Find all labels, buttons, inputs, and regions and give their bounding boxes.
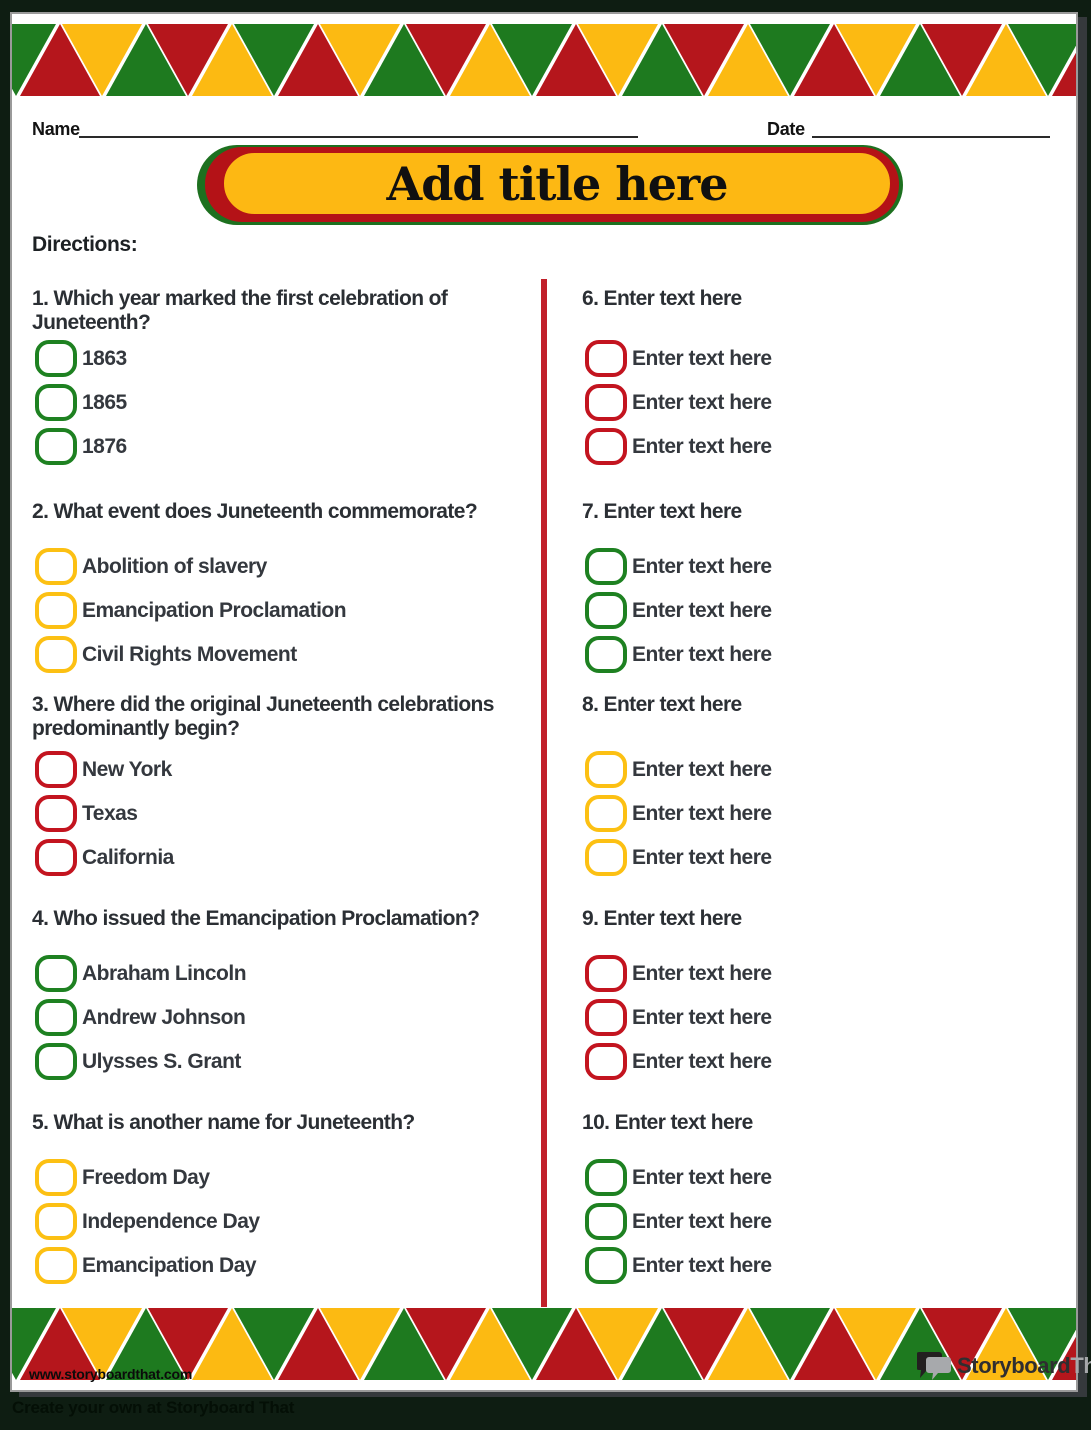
option-label[interactable]: Enter text here xyxy=(632,846,772,869)
option-label[interactable]: Enter text here xyxy=(632,758,772,781)
option-label: Emancipation Proclamation xyxy=(82,599,347,622)
title-banner[interactable]: Add title here xyxy=(197,145,903,225)
option-label: Abraham Lincoln xyxy=(82,962,247,985)
option-circle[interactable] xyxy=(585,384,627,421)
option-circle[interactable] xyxy=(35,1159,77,1196)
option-label: Freedom Day xyxy=(82,1166,210,1189)
option-label[interactable]: Enter text here xyxy=(632,347,772,370)
option-circle[interactable] xyxy=(35,839,77,876)
option-circle[interactable] xyxy=(35,1203,77,1240)
option-circle[interactable] xyxy=(585,636,627,673)
option-label: 1863 xyxy=(82,347,127,370)
option-circle[interactable] xyxy=(585,1247,627,1284)
worksheet-page: Name Date Add title here Directions: 1. … xyxy=(10,12,1091,1392)
question-heading[interactable]: 8. Enter text here xyxy=(582,693,742,716)
option-label[interactable]: Enter text here xyxy=(632,962,772,985)
triangle-border-bottom xyxy=(12,1308,1076,1380)
title-placeholder[interactable]: Add title here xyxy=(386,156,729,211)
option-circle[interactable] xyxy=(35,1043,77,1080)
option-label[interactable]: Enter text here xyxy=(632,435,772,458)
option-label[interactable]: Enter text here xyxy=(632,599,772,622)
option-circle[interactable] xyxy=(35,955,77,992)
option-label[interactable]: Enter text here xyxy=(632,1166,772,1189)
create-your-own-tagline: Create your own at Storyboard That xyxy=(12,1398,295,1417)
option-label: Texas xyxy=(82,802,138,825)
option-circle[interactable] xyxy=(35,592,77,629)
option-label[interactable]: Enter text here xyxy=(632,1006,772,1029)
option-label: Abolition of slavery xyxy=(82,555,267,578)
triangle-border-top xyxy=(12,24,1076,96)
option-circle[interactable] xyxy=(585,1043,627,1080)
option-circle[interactable] xyxy=(35,751,77,788)
option-circle[interactable] xyxy=(585,955,627,992)
option-circle[interactable] xyxy=(35,1247,77,1284)
option-circle[interactable] xyxy=(35,999,77,1036)
option-label[interactable]: Enter text here xyxy=(632,391,772,414)
option-circle[interactable] xyxy=(585,548,627,585)
option-circle[interactable] xyxy=(35,384,77,421)
option-label[interactable]: Enter text here xyxy=(632,555,772,578)
question-heading[interactable]: 7. Enter text here xyxy=(582,500,742,523)
date-label: Date xyxy=(767,119,805,139)
option-circle[interactable] xyxy=(585,1159,627,1196)
name-line[interactable] xyxy=(79,135,638,138)
option-circle[interactable] xyxy=(585,839,627,876)
question-heading: 2. What event does Juneteenth commemorat… xyxy=(32,500,478,523)
option-label[interactable]: Enter text here xyxy=(632,643,772,666)
option-label: Independence Day xyxy=(82,1210,260,1233)
option-label[interactable]: Enter text here xyxy=(632,1254,772,1277)
question-heading: 4. Who issued the Emancipation Proclamat… xyxy=(32,907,480,930)
name-label: Name xyxy=(32,119,80,139)
option-label: 1876 xyxy=(82,435,127,458)
option-circle[interactable] xyxy=(585,428,627,465)
question-heading[interactable]: 6. Enter text here xyxy=(582,287,742,310)
logo-text-that: That xyxy=(1070,1353,1091,1378)
speech-bubbles-icon xyxy=(917,1352,951,1380)
question-heading: 3. Where did the original Juneteenth cel… xyxy=(32,693,494,740)
option-label: Civil Rights Movement xyxy=(82,643,297,666)
option-circle[interactable] xyxy=(585,751,627,788)
option-label: Ulysses S. Grant xyxy=(82,1050,241,1073)
logo-text-storyboard: Storyboard xyxy=(957,1353,1071,1378)
option-circle[interactable] xyxy=(585,1203,627,1240)
option-label[interactable]: Enter text here xyxy=(632,802,772,825)
option-circle[interactable] xyxy=(35,795,77,832)
option-circle[interactable] xyxy=(35,636,77,673)
option-label: Emancipation Day xyxy=(82,1254,257,1277)
directions-label: Directions: xyxy=(32,233,138,256)
option-label: Andrew Johnson xyxy=(82,1006,246,1029)
option-circle[interactable] xyxy=(585,999,627,1036)
option-circle[interactable] xyxy=(35,340,77,377)
option-circle[interactable] xyxy=(585,340,627,377)
option-label: New York xyxy=(82,758,172,781)
question-heading[interactable]: 10. Enter text here xyxy=(582,1111,753,1134)
option-circle[interactable] xyxy=(585,795,627,832)
question-heading[interactable]: 9. Enter text here xyxy=(582,907,742,930)
website-url[interactable]: www.storyboardthat.com xyxy=(29,1366,193,1382)
title-banner-yellow-layer: Add title here xyxy=(222,151,892,216)
option-label[interactable]: Enter text here xyxy=(632,1210,772,1233)
column-divider xyxy=(541,279,547,1307)
option-label[interactable]: Enter text here xyxy=(632,1050,772,1073)
option-label: California xyxy=(82,846,174,869)
option-circle[interactable] xyxy=(35,548,77,585)
question-heading: 5. What is another name for Juneteenth? xyxy=(32,1111,415,1134)
question-heading: 1. Which year marked the first celebrati… xyxy=(32,287,448,334)
date-line[interactable] xyxy=(812,135,1050,138)
option-circle[interactable] xyxy=(35,428,77,465)
option-label: 1865 xyxy=(82,391,127,414)
option-circle[interactable] xyxy=(585,592,627,629)
